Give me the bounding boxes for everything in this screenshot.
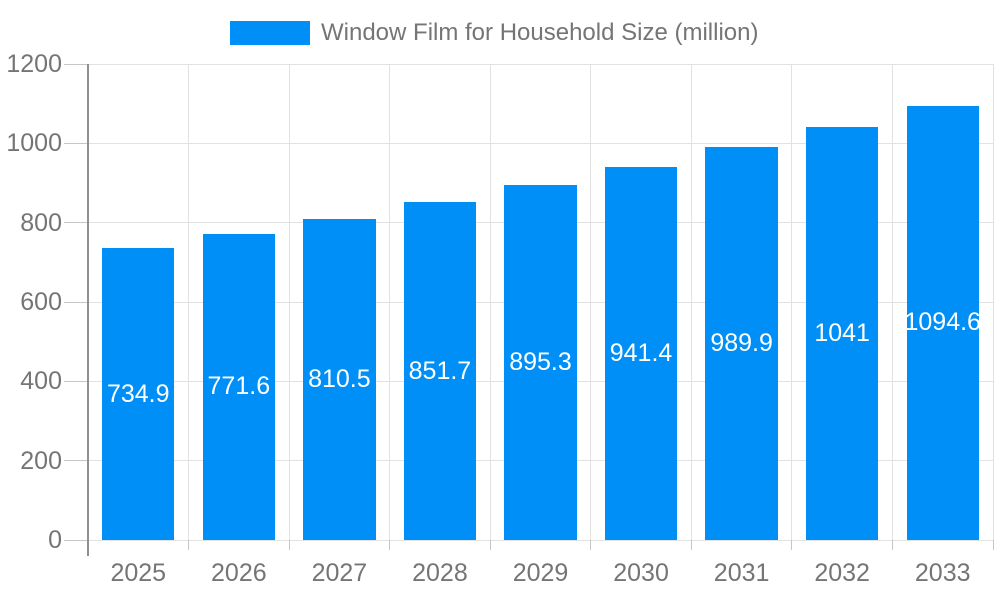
bar: 734.9: [102, 248, 175, 540]
y-tick-label: 0: [48, 526, 62, 554]
y-tick: [64, 301, 88, 303]
legend-label: Window Film for Household Size (million): [321, 19, 759, 46]
x-tick: [389, 540, 391, 550]
y-tick-label: 600: [20, 288, 62, 316]
x-axis-label: 2032: [814, 559, 870, 587]
bar: 851.7: [403, 202, 477, 540]
bar-value-label: 895.3: [509, 347, 572, 376]
x-gridline: [891, 64, 893, 540]
bar-value-label: 1094.6: [904, 308, 981, 337]
bar-value-label: 771.6: [207, 372, 271, 401]
x-gridline: [690, 64, 692, 540]
y-gridline: [88, 539, 993, 541]
x-axis-label: 2027: [311, 559, 368, 587]
x-gridline: [489, 64, 491, 540]
x-axis-label: 2033: [914, 559, 971, 587]
x-axis-label: 2028: [412, 559, 468, 587]
x-tick: [188, 540, 190, 550]
x-axis-label: 2030: [613, 559, 669, 587]
bar: 810.5: [303, 218, 376, 540]
x-tick: [992, 540, 994, 550]
bar-value-label: 810.5: [308, 364, 371, 393]
x-gridline: [288, 64, 290, 540]
y-gridline: [88, 142, 993, 144]
bar-value-label: 941.4: [609, 338, 673, 367]
x-gridline: [590, 64, 592, 540]
bar: 989.9: [705, 147, 778, 540]
x-axis-label: 2029: [512, 559, 569, 587]
x-tick: [590, 540, 592, 550]
legend-swatch-icon: [230, 21, 310, 45]
y-tick: [64, 142, 88, 144]
x-tick: [690, 540, 692, 550]
x-gridline: [188, 64, 190, 540]
x-gridline: [791, 64, 793, 540]
y-tick-label: 400: [20, 367, 62, 396]
bar: 771.6: [202, 233, 276, 540]
x-tick: [791, 540, 793, 550]
y-tick: [64, 460, 88, 462]
y-tick-label: 200: [20, 446, 62, 475]
y-tick: [64, 222, 88, 224]
bar-value-label: 851.7: [408, 356, 472, 385]
x-tick: [489, 540, 491, 550]
x-axis-label: 2031: [713, 559, 770, 587]
bar: 1041: [805, 127, 879, 540]
bar: 1094.6: [904, 105, 981, 540]
legend-item[interactable]: Window Film for Household Size (million): [230, 19, 758, 47]
y-tick: [64, 63, 88, 65]
x-axis-label: 2026: [211, 559, 267, 587]
x-tick: [891, 540, 893, 550]
x-axis-label: 2025: [110, 559, 167, 587]
y-tick-label: 800: [20, 208, 62, 237]
bar: 941.4: [604, 166, 678, 540]
bar-value-label: 734.9: [106, 379, 170, 408]
y-tick-label: 1000: [6, 129, 62, 158]
y-tick: [64, 539, 88, 541]
y-gridline: [88, 63, 993, 65]
y-axis-line: [87, 64, 89, 556]
x-gridline: [992, 64, 994, 540]
bar: 895.3: [504, 184, 577, 540]
y-tick-label: 1200: [6, 50, 62, 78]
x-tick: [288, 540, 290, 550]
bar-value-label: 989.9: [710, 329, 773, 358]
x-gridline: [389, 64, 391, 540]
bar-value-label: 1041: [814, 319, 870, 348]
y-tick: [64, 380, 88, 382]
